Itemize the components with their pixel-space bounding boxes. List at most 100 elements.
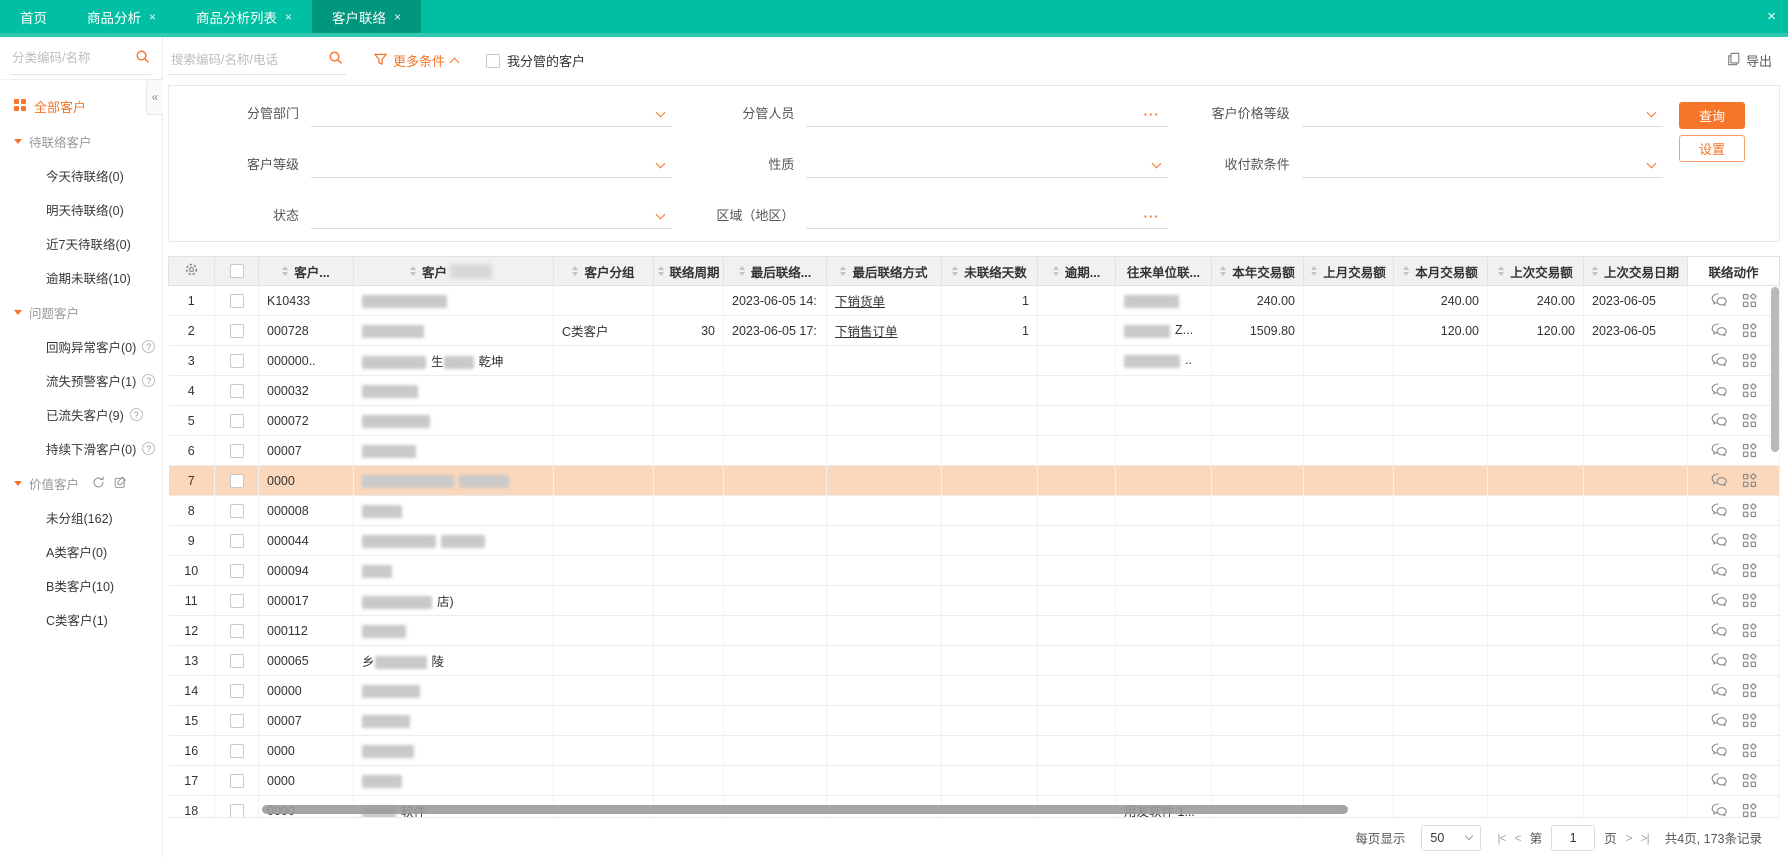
tree-item-0-0[interactable]: 今天待联络(0) [46,166,162,185]
sort-icon[interactable] [952,266,959,276]
filter-field-input[interactable] [311,153,673,178]
tree-item-0-1[interactable]: 明天待联络(0) [46,200,162,219]
row-checkbox[interactable] [229,623,244,638]
sidebar-collapse-button[interactable]: « [146,79,163,115]
column-header-last_contact[interactable]: 最后联络... [723,256,827,286]
tab-item-1[interactable]: 商品分析 × [67,0,176,33]
row-checkbox[interactable] [229,743,244,758]
column-header-days[interactable]: 未联络天数 [941,256,1038,286]
row-checkbox[interactable] [229,533,244,548]
more-actions-grid-icon[interactable] [1735,623,1764,638]
sort-icon[interactable] [1052,266,1059,276]
per-page-select[interactable]: 50 [1421,824,1482,851]
sort-icon[interactable] [1220,266,1227,276]
wechat-icon[interactable] [1704,593,1735,607]
wechat-icon[interactable] [1704,413,1735,427]
wechat-icon[interactable] [1704,683,1735,697]
more-actions-grid-icon[interactable] [1735,533,1764,548]
column-header-overdue[interactable]: 逾期... [1037,256,1116,286]
more-actions-grid-icon[interactable] [1735,413,1764,428]
column-header-last_trade[interactable]: 上次交易额 [1487,256,1584,286]
more-actions-grid-icon[interactable] [1735,653,1764,668]
search-icon[interactable] [328,50,343,70]
row-checkbox[interactable] [229,503,244,518]
row-checkbox[interactable] [229,293,244,308]
more-actions-grid-icon[interactable] [1735,353,1764,368]
column-header-year[interactable]: 本年交易额 [1211,256,1304,286]
more-actions-grid-icon[interactable] [1735,593,1764,608]
help-icon[interactable]: ? [129,408,143,421]
sort-icon[interactable] [1498,266,1505,276]
column-header-partner[interactable]: 往来单位联... [1115,256,1212,286]
window-close-icon[interactable]: × [1767,8,1776,25]
row-checkbox[interactable] [229,473,244,488]
wechat-icon[interactable] [1704,293,1735,307]
last-page-button[interactable]: >| [1640,830,1650,845]
sort-icon[interactable] [572,266,579,276]
row-checkbox[interactable] [229,413,244,428]
help-icon[interactable]: ? [142,374,156,387]
gear-icon[interactable] [184,262,199,280]
tree-item-1-2[interactable]: 已流失客户(9)? [46,405,162,424]
contact-method-link[interactable]: 下销售订单 [835,325,898,339]
help-icon[interactable]: ? [142,340,156,353]
my-managed-customers-checkbox[interactable]: 我分管的客户 [486,51,585,70]
help-icon[interactable]: ? [142,442,156,455]
tree-item-2-2[interactable]: B类客户(10) [46,576,162,595]
sort-icon[interactable] [1591,266,1598,276]
tree-item-2-3[interactable]: C类客户(1) [46,610,162,629]
wechat-icon[interactable] [1704,473,1735,487]
row-checkbox[interactable] [229,713,244,728]
wechat-icon[interactable] [1704,743,1735,757]
row-checkbox[interactable] [229,443,244,458]
wechat-icon[interactable] [1704,803,1735,817]
column-header-last_month[interactable]: 上月交易额 [1303,256,1394,286]
wechat-icon[interactable] [1704,563,1735,577]
wechat-icon[interactable] [1704,323,1735,337]
refresh-icon[interactable] [92,475,105,492]
sidebar-search-input[interactable] [12,51,124,65]
first-page-button[interactable]: |< [1497,830,1506,845]
wechat-icon[interactable] [1704,383,1735,397]
column-header-cycle[interactable]: 联络周期 [653,256,724,286]
more-actions-grid-icon[interactable] [1735,803,1764,817]
next-page-button[interactable]: > [1625,830,1633,845]
wechat-icon[interactable] [1704,773,1735,787]
more-actions-grid-icon[interactable] [1735,773,1764,788]
more-actions-grid-icon[interactable] [1735,323,1764,338]
filter-field-input[interactable] [1301,102,1663,127]
tab-item-0[interactable]: 首页 [0,0,67,33]
more-actions-grid-icon[interactable] [1735,503,1764,518]
more-actions-grid-icon[interactable] [1735,683,1764,698]
tree-item-1-1[interactable]: 流失预警客户(1)? [46,371,162,390]
tree-item-0-3[interactable]: 逾期未联络(10) [46,268,162,287]
settings-button[interactable]: 设置 [1679,135,1745,162]
more-actions-grid-icon[interactable] [1735,743,1764,758]
row-checkbox[interactable] [229,653,244,668]
query-button[interactable]: 查询 [1679,102,1745,129]
sort-icon[interactable] [1311,266,1318,276]
ellipsis-icon[interactable]: ··· [1143,208,1160,224]
sort-icon[interactable] [282,266,289,276]
sidebar-item-all-customers[interactable]: 全部客户 [14,97,162,116]
filter-field-input[interactable]: ··· [806,102,1168,127]
wechat-icon[interactable] [1704,623,1735,637]
tab-close-icon[interactable]: × [394,9,402,24]
tree-item-2-0[interactable]: 未分组(162) [46,508,162,527]
wechat-icon[interactable] [1704,653,1735,667]
row-checkbox[interactable] [229,773,244,788]
filter-field-input[interactable] [806,153,1168,178]
more-actions-grid-icon[interactable] [1735,383,1764,398]
wechat-icon[interactable] [1704,503,1735,517]
tab-close-icon[interactable]: × [285,9,293,24]
column-header-method[interactable]: 最后联络方式 [826,256,942,286]
column-header-actions[interactable]: 联络动作 [1687,256,1780,286]
tab-item-2[interactable]: 商品分析列表 × [176,0,312,33]
tab-close-icon[interactable]: × [149,9,157,24]
row-checkbox[interactable] [229,383,244,398]
wechat-icon[interactable] [1704,353,1735,367]
edit-icon[interactable] [114,475,127,492]
prev-page-button[interactable]: < [1514,830,1522,845]
ellipsis-icon[interactable]: ··· [1143,106,1160,122]
sort-icon[interactable] [1403,266,1410,276]
